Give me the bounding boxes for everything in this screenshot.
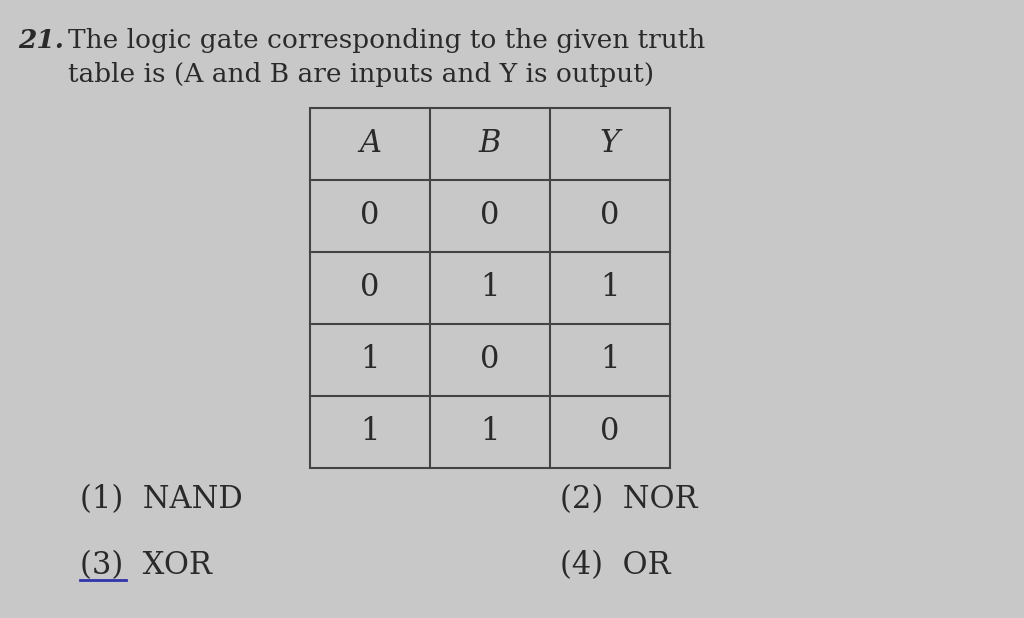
Text: table is (A and B are inputs and Y is output): table is (A and B are inputs and Y is ou… — [68, 62, 654, 87]
Text: Y: Y — [600, 129, 621, 159]
Text: 0: 0 — [480, 344, 500, 376]
Text: 1: 1 — [480, 273, 500, 303]
Text: 1: 1 — [600, 344, 620, 376]
Text: (4)  OR: (4) OR — [560, 551, 671, 582]
Text: 1: 1 — [360, 417, 380, 447]
Text: 0: 0 — [600, 417, 620, 447]
Text: 0: 0 — [480, 200, 500, 232]
Text: 21.: 21. — [18, 28, 63, 53]
Text: The logic gate corresponding to the given truth: The logic gate corresponding to the give… — [68, 28, 706, 53]
Text: 0: 0 — [360, 273, 380, 303]
Text: B: B — [479, 129, 501, 159]
Text: 0: 0 — [600, 200, 620, 232]
Text: (1)  NAND: (1) NAND — [80, 485, 243, 515]
Text: 0: 0 — [360, 200, 380, 232]
Text: (2)  NOR: (2) NOR — [560, 485, 697, 515]
Text: 1: 1 — [480, 417, 500, 447]
Bar — [310, 108, 670, 468]
Text: A: A — [359, 129, 381, 159]
Text: 1: 1 — [600, 273, 620, 303]
Text: (3)  XOR: (3) XOR — [80, 551, 212, 582]
Text: 1: 1 — [360, 344, 380, 376]
